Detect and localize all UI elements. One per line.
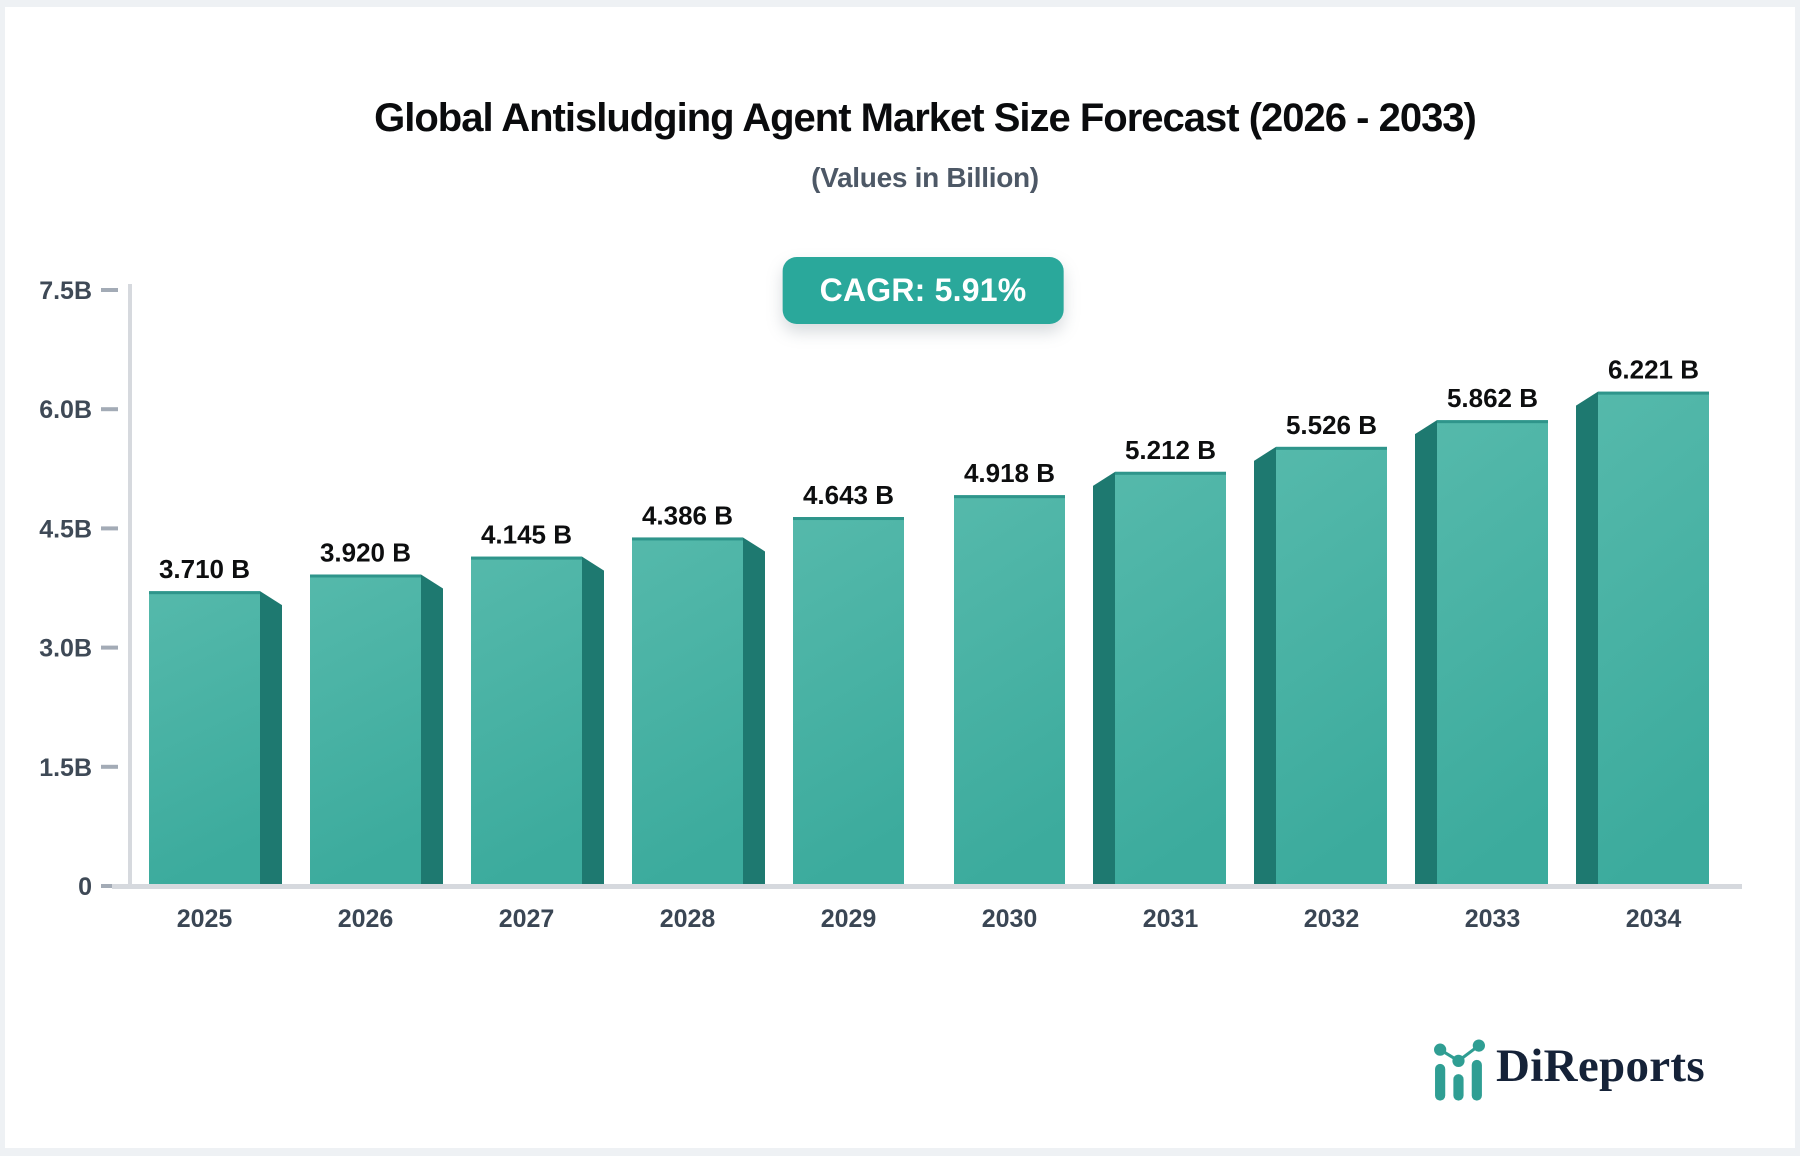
x-axis-label-2030: 2030 — [982, 905, 1038, 933]
bar-value-label: 6.221 B — [1608, 355, 1699, 385]
x-axis-label-2029: 2029 — [821, 905, 877, 933]
bar-2034 — [1598, 391, 1709, 886]
bar-top-edge — [1276, 446, 1387, 450]
chart-subtitle: (Values in Billion) — [811, 162, 1039, 193]
bar-top-edge — [310, 574, 421, 578]
bar-top-edge — [632, 537, 743, 541]
brand-logo: DiReports — [1433, 1035, 1705, 1101]
bar-value-label: 4.386 B — [642, 500, 733, 530]
chart-title: Global Antisludging Agent Market Size Fo… — [374, 96, 1477, 140]
y-axis-tick — [101, 764, 118, 769]
bar-2027 — [471, 556, 582, 886]
mini-bar-chart-logo-icon — [1434, 1039, 1485, 1101]
x-axis-label-2028: 2028 — [660, 905, 716, 933]
bar-2028 — [632, 537, 743, 886]
bar-side-face — [582, 556, 604, 886]
y-axis-tick — [101, 645, 118, 650]
y-axis-tick — [101, 884, 118, 888]
bar-value-label: 5.862 B — [1447, 383, 1538, 413]
bar-side-face — [1576, 391, 1598, 886]
y-axis-tick-label: 3.0B — [39, 635, 92, 663]
bar-2030 — [954, 495, 1065, 886]
bar-side-face — [260, 591, 282, 886]
y-axis-tick — [101, 526, 118, 531]
bar-value-label: 4.643 B — [803, 480, 894, 510]
x-axis-label-2033: 2033 — [1465, 905, 1521, 933]
bar-side-face — [1093, 471, 1115, 886]
bar-2026 — [310, 574, 421, 886]
bar-top-edge — [954, 495, 1065, 499]
bar-top-edge — [1115, 471, 1226, 475]
x-axis-label-2034: 2034 — [1626, 905, 1682, 933]
y-axis-tick-label: 1.5B — [39, 754, 92, 782]
x-axis-label-2027: 2027 — [499, 905, 555, 933]
bar-top-edge — [471, 556, 582, 560]
bar-value-label: 3.920 B — [320, 537, 411, 567]
brand-logo-text: DiReports — [1496, 1039, 1705, 1092]
bar-value-label: 5.526 B — [1286, 410, 1377, 440]
y-axis-tick-label: 0 — [78, 873, 92, 901]
bar-side-face — [1254, 446, 1276, 886]
y-axis-tick-label: 4.5B — [39, 515, 92, 543]
bar-top-edge — [793, 517, 904, 521]
bar-value-label: 3.710 B — [159, 554, 250, 584]
y-axis-tick-label: 7.5B — [39, 277, 92, 305]
cagr-badge-label: CAGR: 5.91% — [819, 272, 1027, 308]
cagr-badge: CAGR: 5.91% — [782, 257, 1064, 324]
x-axis-baseline — [112, 884, 1742, 889]
bar-value-label: 5.212 B — [1125, 435, 1216, 465]
bar-2031 — [1115, 471, 1226, 886]
y-axis-tick — [101, 288, 118, 292]
bar-value-label: 4.918 B — [964, 458, 1055, 488]
x-axis-label-2032: 2032 — [1304, 905, 1360, 933]
bar-top-edge — [149, 591, 260, 595]
bar-side-face — [743, 537, 765, 886]
x-axis-label-2025: 2025 — [177, 905, 233, 933]
x-axis-label-2031: 2031 — [1143, 905, 1199, 933]
bar-2029 — [793, 517, 904, 886]
bar-top-edge — [1598, 391, 1709, 395]
bar-2025 — [149, 591, 260, 886]
y-axis-tick — [101, 407, 118, 412]
bar-2032 — [1276, 446, 1387, 886]
bar-top-edge — [1437, 420, 1548, 424]
bar-2033 — [1437, 420, 1548, 886]
y-axis-line — [128, 284, 132, 889]
bar-side-face — [421, 574, 443, 886]
bar-side-face — [1415, 420, 1437, 886]
x-axis-label-2026: 2026 — [338, 905, 394, 933]
y-axis-tick-label: 6.0B — [39, 396, 92, 424]
bar-value-label: 4.145 B — [481, 520, 572, 550]
